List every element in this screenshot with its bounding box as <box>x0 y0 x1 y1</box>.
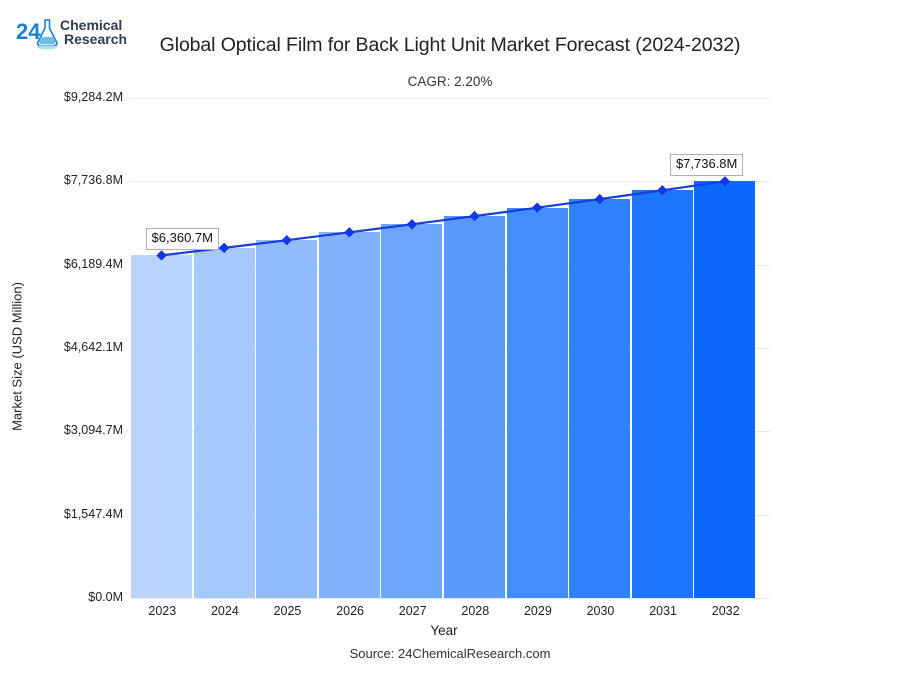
page-title: Global Optical Film for Back Light Unit … <box>159 34 741 56</box>
data-point-label: $7,736.8M <box>669 154 744 176</box>
svg-text:Research: Research <box>64 31 126 47</box>
source-note: Source: 24ChemicalResearch.com <box>349 646 551 661</box>
y-axis-tick-label: $3,094.7M <box>63 423 123 438</box>
data-point-label: $6,360.7M <box>145 228 219 250</box>
x-axis-tick-label: 2030 <box>586 604 615 618</box>
bar[interactable] <box>131 255 193 598</box>
data-point-marker[interactable]: 2025: $6,643.6M <box>281 235 292 246</box>
bar[interactable] <box>569 199 631 598</box>
x-axis-tick-label: 2023 <box>148 604 177 618</box>
x-axis-tick-labels: 2023 2024 2025 2026 2027 2028 2029 2030 2031 2032 <box>131 604 757 624</box>
x-axis-tick-label: 2031 <box>649 604 677 618</box>
data-point-marker[interactable]: 2028: $7,091.9M <box>469 210 480 222</box>
gridline <box>131 98 770 99</box>
bar[interactable] <box>318 232 380 598</box>
bar[interactable] <box>631 190 693 598</box>
x-axis-tick-label: 2025 <box>273 604 302 618</box>
data-point-marker[interactable]: 2030: $7,407.4M <box>594 193 605 205</box>
gridline <box>131 598 770 599</box>
plot-area: 2023: $6,360.7M 2024: $6,500.6M 2025: $6,6… <box>131 98 770 599</box>
bar[interactable] <box>694 181 756 598</box>
data-point-marker[interactable]: 2023: $6,360.7M <box>156 250 167 261</box>
svg-text:Chemical: Chemical <box>60 17 122 33</box>
chart-subtitle-cagr: CAGR: 2.20% <box>407 74 493 89</box>
svg-text:24: 24 <box>16 19 41 44</box>
x-axis-tick-label: 2026 <box>336 604 364 618</box>
y-axis-tick-label: $0.0M <box>88 590 123 604</box>
x-axis-tick-label: 2032 <box>711 604 740 618</box>
data-point-marker[interactable]: 2031: $7,570.4M <box>657 185 668 196</box>
bar[interactable] <box>506 207 568 598</box>
y-axis-tick-label: $1,547.4M <box>63 506 123 521</box>
y-axis-tick-label: $9,284.2M <box>63 90 123 104</box>
data-point-marker[interactable]: 2026: $6,789.8M <box>344 227 355 238</box>
trend-line <box>161 180 726 257</box>
x-axis-tick-label: 2024 <box>210 604 239 618</box>
y-axis-tick-label: $6,189.4M <box>63 256 123 271</box>
x-axis-tick-label: 2029 <box>523 604 552 618</box>
bar[interactable] <box>256 240 318 598</box>
bar[interactable] <box>444 216 506 598</box>
brand-logo: 24 Chemical Research <box>16 12 126 52</box>
data-point-marker[interactable]: 2027: $6,939.2M <box>406 219 418 230</box>
y-axis-tick-labels: $0.0M $1,547.4M $3,094.7M $4,642.1M $6,189.4… <box>0 0 131 680</box>
flask-icon: 24 Chemical Research <box>16 17 126 50</box>
x-axis-tick-label: 2027 <box>398 604 427 618</box>
data-point-marker[interactable]: 2024: $6,500.6M <box>218 242 230 254</box>
bar[interactable] <box>381 224 443 598</box>
y-axis-tick-label: $4,642.1M <box>63 340 123 354</box>
x-axis-tick-label: 2028 <box>461 604 490 618</box>
gridline <box>131 181 770 183</box>
bar[interactable] <box>193 247 255 598</box>
trend-line-series: 2023: $6,360.7M 2024: $6,500.6M 2025: $6,6… <box>156 176 731 261</box>
data-point-marker[interactable]: 2032: $7,736.8M <box>719 176 731 187</box>
y-axis-tick-label: $7,736.8M <box>63 173 123 188</box>
data-point-marker[interactable]: 2029: $7,247.9M <box>531 202 543 213</box>
x-axis-title: Year <box>430 623 458 638</box>
